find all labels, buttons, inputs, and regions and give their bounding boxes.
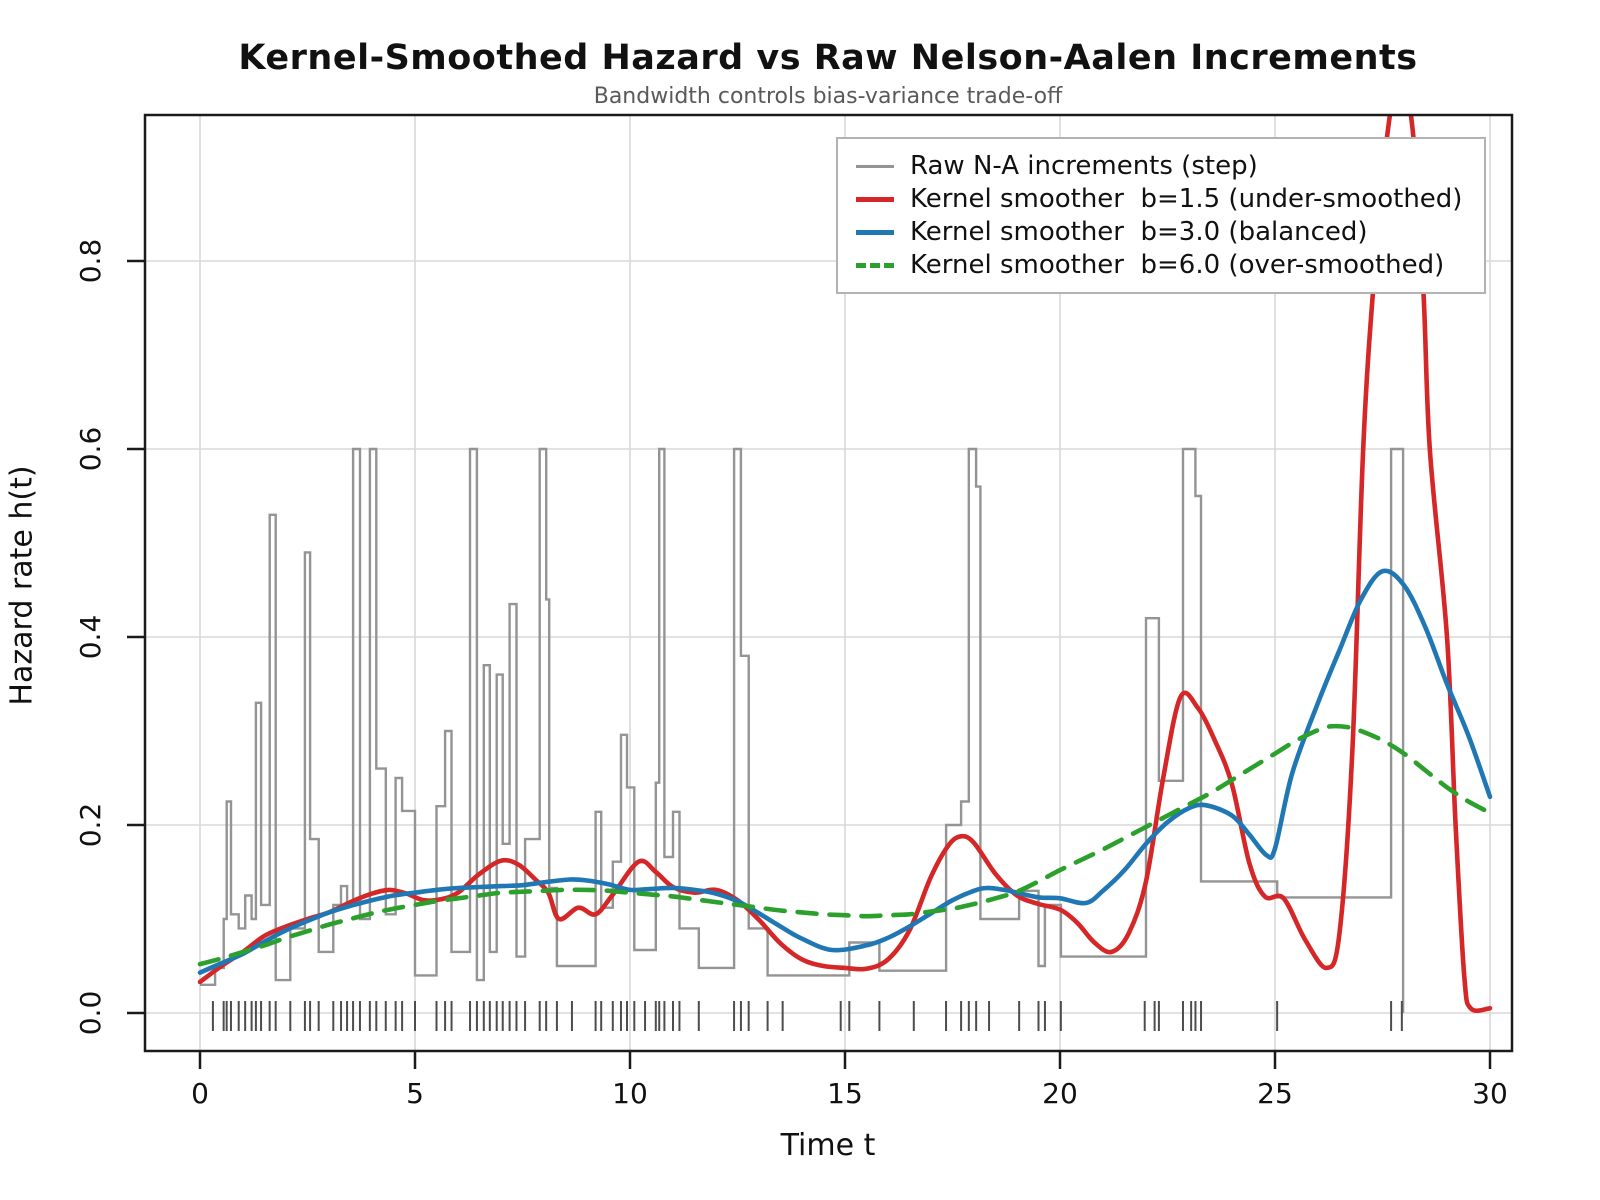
x-axis-label: Time t <box>780 1128 876 1163</box>
raw-step-line-swatch <box>856 164 894 168</box>
over-smoothed-curve <box>197 723 1493 967</box>
legend-item-raw: Raw N-A increments (step) <box>856 151 1484 181</box>
chart-subtitle: Bandwidth controls bias-variance trade-o… <box>593 84 1063 109</box>
x-tick-label: 25 <box>1257 1077 1293 1110</box>
y-axis-label: Hazard rate h(t) <box>4 465 40 706</box>
x-tick-label: 30 <box>1472 1077 1508 1110</box>
x-tick-label: 10 <box>612 1077 648 1110</box>
chart-title: Kernel-Smoothed Hazard vs Raw Nelson-Aal… <box>238 38 1418 78</box>
y-tick-label: 0.2 <box>74 803 107 848</box>
balanced-line-swatch <box>856 229 894 235</box>
y-tick-label: 0.0 <box>74 991 107 1036</box>
x-tick-label: 5 <box>406 1077 424 1110</box>
legend-item-over-smoothed: Kernel smoother b=6.0 (over-smoothed) <box>856 250 1484 280</box>
raw-na-step-series <box>200 447 1405 1013</box>
plot-border <box>143 113 1514 1053</box>
legend: Raw N-A increments (step) Kernel smoothe… <box>836 137 1486 294</box>
legend-item-balanced: Kernel smoother b=3.0 (balanced) <box>856 217 1484 247</box>
over-smoothed-line-swatch <box>856 262 894 268</box>
under-smoothed-line-swatch <box>856 196 894 202</box>
event-time-rug <box>211 1001 1403 1031</box>
legend-item-under-smoothed: Kernel smoother b=1.5 (under-smoothed) <box>856 184 1484 214</box>
y-tick-label: 0.6 <box>74 427 107 472</box>
y-tick-label: 0.8 <box>74 239 107 284</box>
balanced-curve <box>197 568 1493 975</box>
x-tick-label: 15 <box>827 1077 863 1110</box>
x-tick-label: 0 <box>191 1077 209 1110</box>
y-tick-label: 0.4 <box>74 615 107 660</box>
x-tick-label: 20 <box>1042 1077 1078 1110</box>
